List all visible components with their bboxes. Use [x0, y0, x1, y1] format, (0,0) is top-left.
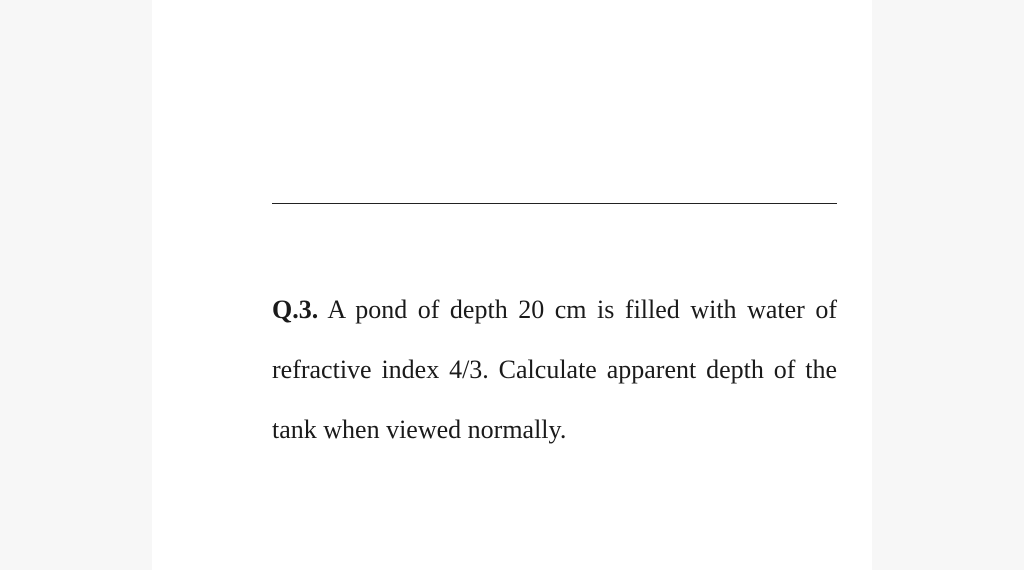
top-blank-area	[307, 0, 867, 150]
question-number: Q.3.	[272, 295, 318, 324]
horizontal-divider	[272, 203, 837, 204]
question-block: Q.3. A pond of depth 20 cm is filled wit…	[272, 280, 837, 459]
question-body: A pond of depth 20 cm is filled with wat…	[272, 295, 837, 444]
document-page: Q.3. A pond of depth 20 cm is filled wit…	[152, 0, 872, 570]
question-paragraph: Q.3. A pond of depth 20 cm is filled wit…	[272, 280, 837, 459]
